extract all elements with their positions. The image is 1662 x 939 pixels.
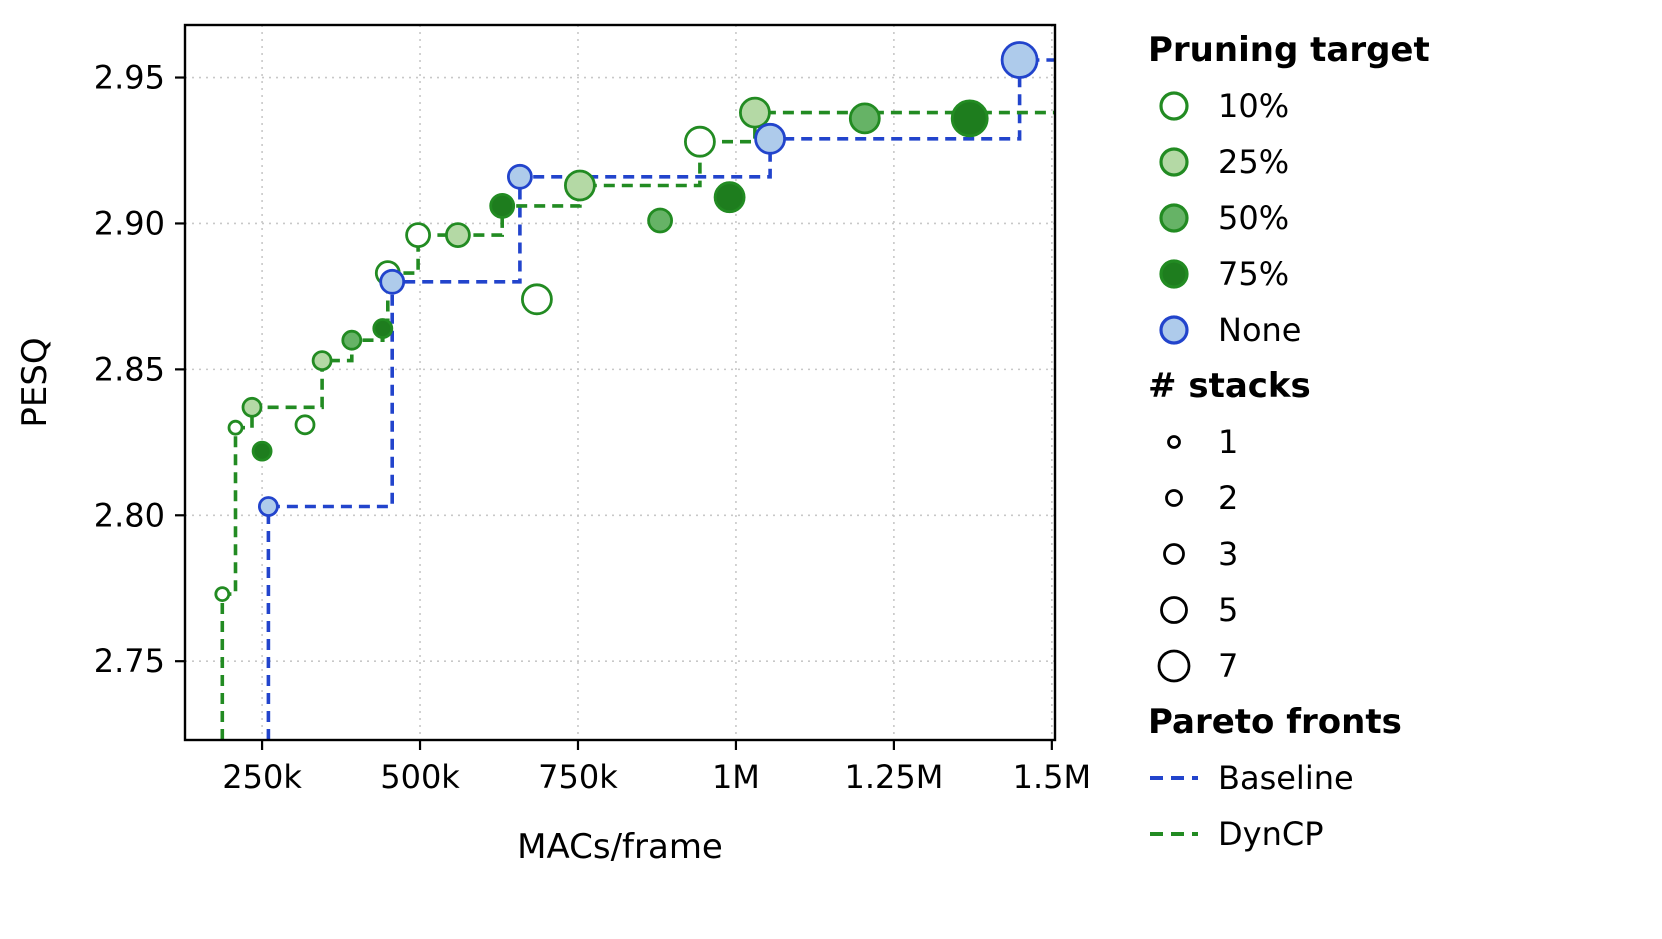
legend-item-stacks-1-swatch — [1148, 420, 1200, 464]
legend-item-pruning-25pct: 25% — [1148, 140, 1430, 184]
legend-item-stacks-3-swatch — [1148, 532, 1200, 576]
legend-item-stacks-2-swatch — [1148, 476, 1200, 520]
data-point-10pct — [294, 414, 316, 436]
data-point-25pct — [311, 350, 333, 372]
legend-item-stacks-3-label: 3 — [1218, 535, 1239, 573]
legend-title-pruning-target: Pruning target — [1148, 30, 1430, 70]
plot-border — [183, 23, 1057, 742]
stacks-swatch-icon — [1163, 543, 1185, 565]
x-tick-label: 250k — [222, 758, 302, 796]
legend-item-stacks-1-label: 1 — [1218, 423, 1239, 461]
legend-item-stacks-5-label: 5 — [1218, 591, 1239, 629]
data-point-10pct — [227, 419, 244, 436]
chart-svg: 250k 500k 750k 1M 1.25M 1.5M 2.75 2.80 2.85 2.90 2… — [15, 23, 1092, 867]
data-point-none — [754, 122, 786, 155]
scatter-plot: 250k 500k 750k 1M 1.25M 1.5M 2.75 2.80 2.85 2.90 2… — [15, 23, 1092, 867]
data-point-10pct — [684, 125, 716, 158]
y-tick-label: 2.95 — [94, 59, 165, 97]
y-tick-label: 2.75 — [94, 642, 165, 680]
x-tick-label: 1.5M — [1013, 758, 1092, 796]
legend-item-stacks-3: 3 — [1148, 532, 1430, 576]
y-tick-label: 2.85 — [94, 350, 165, 388]
legend-item-pareto-baseline: Baseline — [1148, 756, 1430, 800]
legend-title-stacks: # stacks — [1148, 366, 1311, 406]
legend-item-pruning-10pct-swatch — [1148, 84, 1200, 128]
legend-item-stacks-2-label: 2 — [1218, 479, 1239, 517]
legend-item-stacks-2: 2 — [1148, 476, 1430, 520]
legend-item-stacks-5-swatch — [1148, 588, 1200, 632]
data-point-75pct — [713, 181, 746, 214]
legend-item-pareto-dyncp-label: DynCP — [1218, 815, 1324, 853]
x-tick-label: 500k — [380, 758, 460, 796]
legend-item-stacks-5: 5 — [1148, 588, 1430, 632]
legend-item-pruning-75pct: 75% — [1148, 252, 1430, 296]
data-point-none — [379, 268, 406, 295]
data-point-none — [507, 163, 533, 190]
data-point-25pct — [444, 222, 471, 249]
stacks-swatch-icon — [1157, 649, 1191, 683]
legend-item-stacks-7: 7 — [1148, 644, 1430, 688]
legend-item-pruning-75pct-label: 75% — [1218, 255, 1290, 293]
x-axis-label: MACs/frame — [517, 827, 723, 867]
y-axis-label: PESQ — [15, 337, 55, 427]
data-point-75pct — [950, 99, 989, 138]
pruning-swatch-icon — [1159, 147, 1189, 177]
legend-item-pruning-50pct-label: 50% — [1218, 199, 1290, 237]
data-point-75pct — [489, 192, 516, 219]
legend-item-pruning-50pct-swatch — [1148, 196, 1200, 240]
legend-item-pruning-75pct-swatch — [1148, 252, 1200, 296]
data-point-25pct — [739, 96, 771, 129]
legend-item-pareto-dyncp-swatch — [1148, 812, 1200, 856]
stacks-swatch-icon — [1167, 435, 1181, 449]
legend-item-pareto-dyncp: DynCP — [1148, 812, 1430, 856]
legend-item-pruning-25pct-swatch — [1148, 140, 1200, 184]
legend-title-pareto-fronts: Pareto fronts — [1148, 702, 1402, 742]
legend-item-pruning-none: None — [1148, 308, 1430, 352]
pruning-swatch-icon — [1159, 91, 1189, 121]
legend-item-pareto-baseline-swatch — [1148, 756, 1200, 800]
data-point-none — [1000, 41, 1039, 79]
y-tick-label: 2.90 — [94, 204, 165, 242]
x-tick-label: 750k — [538, 758, 618, 796]
y-tick-label: 2.80 — [94, 496, 165, 534]
data-point-10pct — [405, 222, 432, 249]
data-point-75pct — [372, 318, 394, 339]
pareto-swatch-icon — [1150, 776, 1198, 780]
legend-item-stacks-7-swatch — [1148, 644, 1200, 688]
pruning-swatch-icon — [1159, 315, 1189, 345]
legend: Pruning target 10% 25% 50% 75% None # stacks 1 2… — [1148, 22, 1430, 862]
stacks-swatch-icon — [1165, 489, 1183, 507]
data-point-75pct — [251, 440, 273, 462]
legend-item-pruning-none-swatch — [1148, 308, 1200, 352]
pruning-swatch-icon — [1159, 203, 1189, 233]
data-point-10pct — [521, 283, 553, 316]
x-tick-label: 1.25M — [844, 758, 943, 796]
data-point-25pct — [241, 396, 263, 418]
data-point-50pct — [647, 207, 673, 234]
legend-item-stacks-1: 1 — [1148, 420, 1430, 464]
legend-item-pruning-25pct-label: 25% — [1218, 143, 1290, 181]
legend-item-pruning-50pct: 50% — [1148, 196, 1430, 240]
legend-item-stacks-7-label: 7 — [1218, 647, 1239, 685]
data-point-25pct — [564, 169, 596, 202]
legend-item-pruning-none-label: None — [1218, 311, 1302, 349]
data-point-10pct — [214, 586, 231, 602]
x-tick-label: 1M — [712, 758, 760, 796]
pareto-swatch-icon — [1150, 832, 1198, 836]
data-point-none — [257, 496, 279, 517]
data-point-50pct — [341, 329, 363, 351]
legend-item-pruning-10pct-label: 10% — [1218, 87, 1290, 125]
data-point-50pct — [848, 102, 881, 135]
stacks-swatch-icon — [1160, 596, 1188, 624]
legend-item-pareto-baseline-label: Baseline — [1218, 759, 1354, 797]
pruning-swatch-icon — [1159, 259, 1189, 289]
legend-item-pruning-10pct: 10% — [1148, 84, 1430, 128]
